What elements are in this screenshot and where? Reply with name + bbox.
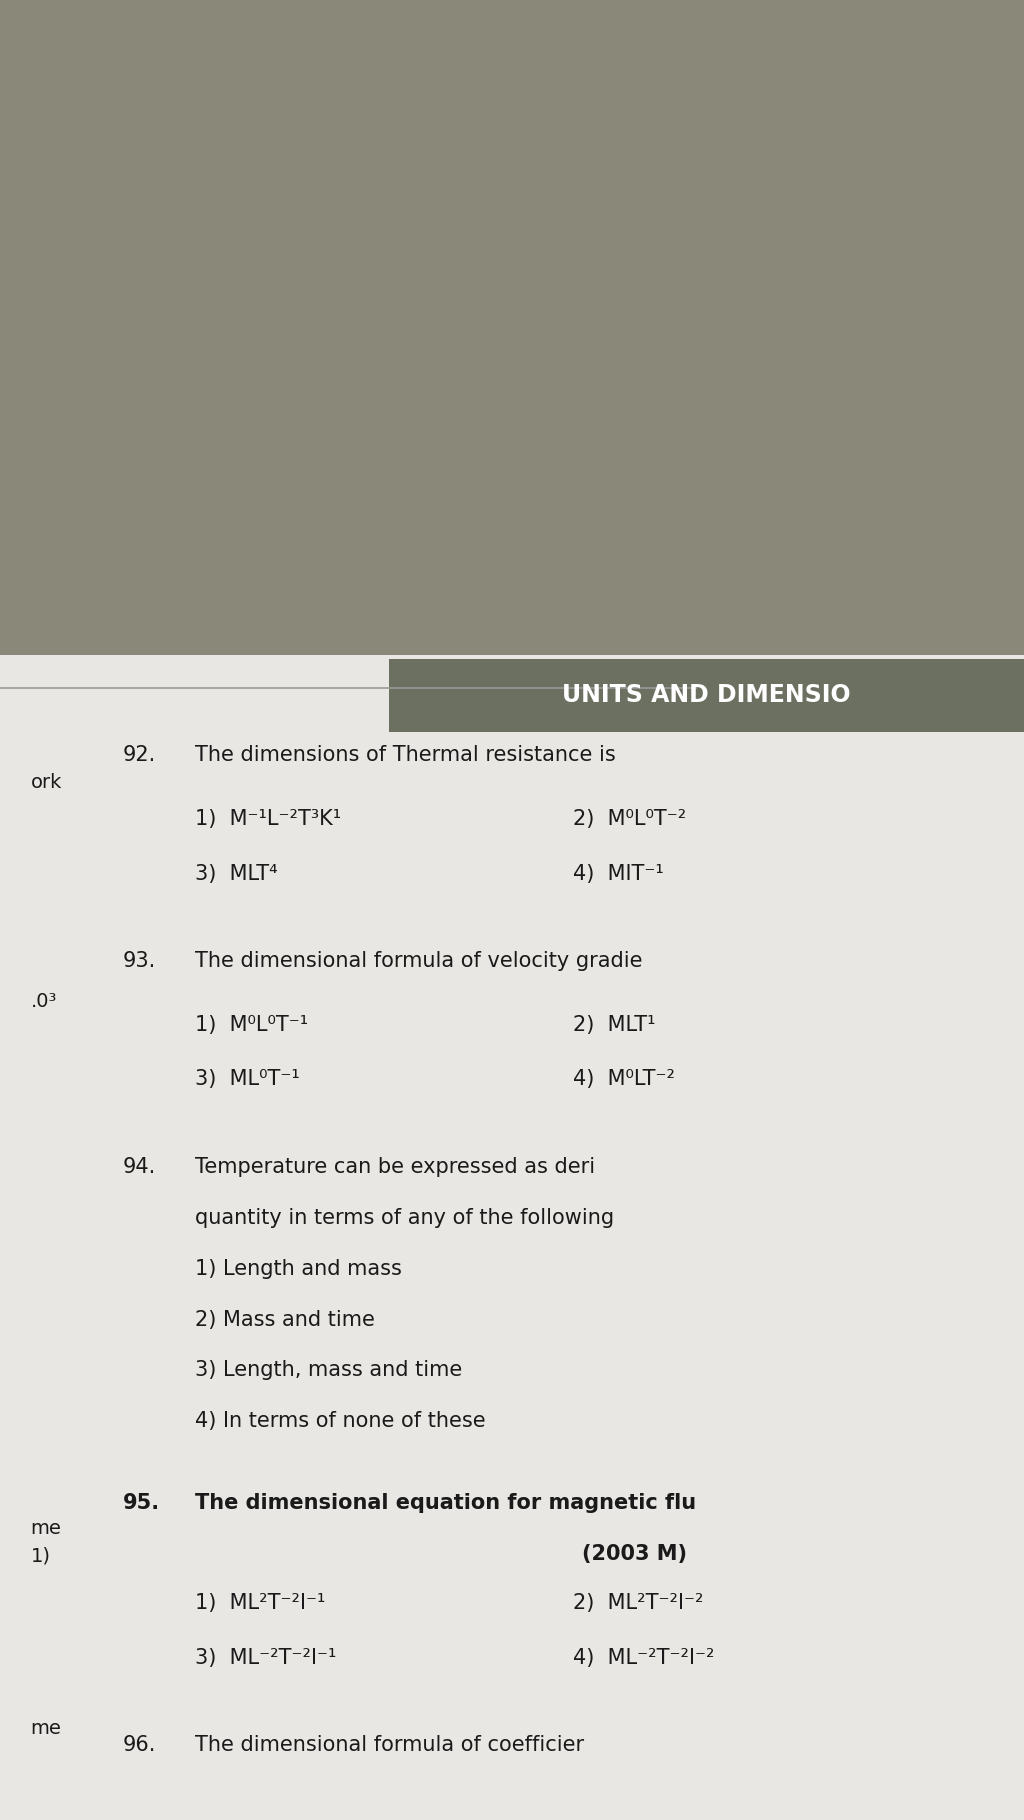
Text: quantity in terms of any of the following: quantity in terms of any of the followin…	[195, 1208, 613, 1227]
Text: 95.: 95.	[123, 1494, 160, 1512]
Text: 94.: 94.	[123, 1158, 156, 1176]
Text: The dimensional formula of velocity gradie: The dimensional formula of velocity grad…	[195, 952, 642, 970]
Text: 92.: 92.	[123, 746, 156, 764]
Text: 4)  ML⁻²T⁻²I⁻²: 4) ML⁻²T⁻²I⁻²	[573, 1649, 715, 1667]
Text: ork: ork	[31, 774, 62, 792]
Text: 2) Mass and time: 2) Mass and time	[195, 1310, 375, 1329]
Text: 3) Length, mass and time: 3) Length, mass and time	[195, 1361, 462, 1380]
Text: 1)  M⁻¹L⁻²T³K¹: 1) M⁻¹L⁻²T³K¹	[195, 810, 341, 828]
Text: 2)  MLT¹: 2) MLT¹	[573, 1016, 656, 1034]
Text: 3)  MLT⁴: 3) MLT⁴	[195, 864, 278, 883]
Bar	[0, 0, 1024, 655]
Text: .0³: .0³	[31, 992, 57, 1010]
Text: The dimensions of Thermal resistance is: The dimensions of Thermal resistance is	[195, 746, 615, 764]
Text: 1): 1)	[31, 1547, 51, 1565]
Text: 3)  ML⁰T⁻¹: 3) ML⁰T⁻¹	[195, 1070, 299, 1088]
Text: 1)  ML²T⁻²I⁻¹: 1) ML²T⁻²I⁻¹	[195, 1594, 325, 1613]
Text: 96.: 96.	[123, 1736, 157, 1754]
Text: 4)  M⁰LT⁻²: 4) M⁰LT⁻²	[573, 1070, 676, 1088]
Text: Temperature can be expressed as deri: Temperature can be expressed as deri	[195, 1158, 595, 1176]
Text: 3)  ML⁻²T⁻²I⁻¹: 3) ML⁻²T⁻²I⁻¹	[195, 1649, 336, 1667]
Bar	[0, 655, 1024, 1820]
Text: me: me	[31, 1520, 61, 1538]
Text: 4)  MIT⁻¹: 4) MIT⁻¹	[573, 864, 665, 883]
Text: The dimensional formula of coefficier: The dimensional formula of coefficier	[195, 1736, 584, 1754]
Text: 93.: 93.	[123, 952, 156, 970]
Text: 1) Length and mass: 1) Length and mass	[195, 1259, 401, 1278]
Text: 2)  ML²T⁻²I⁻²: 2) ML²T⁻²I⁻²	[573, 1594, 703, 1613]
Text: me: me	[31, 1720, 61, 1738]
Bar	[389, 659, 1024, 732]
Text: The dimensional equation for magnetic flu: The dimensional equation for magnetic fl…	[195, 1494, 695, 1512]
Text: 4) In terms of none of these: 4) In terms of none of these	[195, 1412, 485, 1431]
Text: 1)  M⁰L⁰T⁻¹: 1) M⁰L⁰T⁻¹	[195, 1016, 307, 1034]
Text: UNITS AND DIMENSIO: UNITS AND DIMENSIO	[562, 682, 851, 708]
Text: (2003 M): (2003 M)	[583, 1545, 687, 1563]
Text: 2)  M⁰L⁰T⁻²: 2) M⁰L⁰T⁻²	[573, 810, 687, 828]
